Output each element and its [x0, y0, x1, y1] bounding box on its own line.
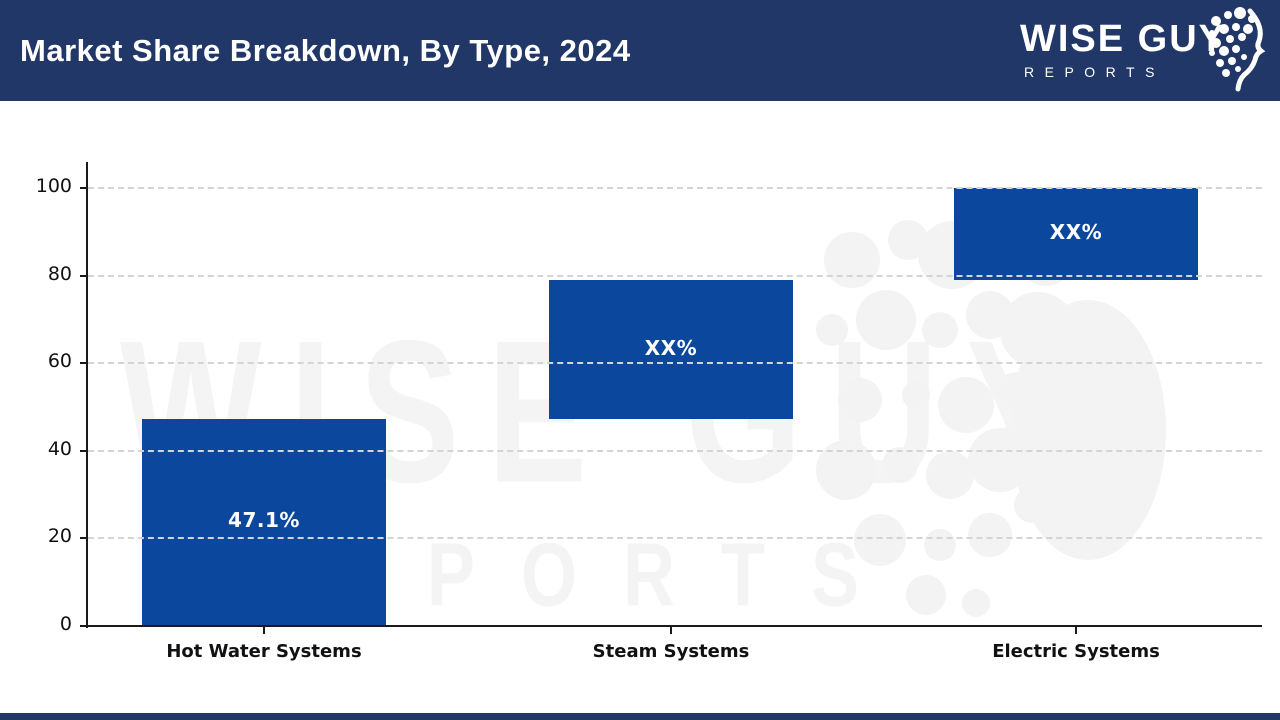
y-tick-label: 40 [47, 437, 72, 460]
bar-segment [142, 419, 386, 626]
y-tick-mark [80, 274, 88, 277]
gridline [88, 449, 1262, 452]
y-tick-mark [80, 187, 88, 189]
gridline [88, 537, 1262, 539]
x-tick-mark [670, 626, 672, 634]
bar-segment [549, 280, 793, 420]
y-tick-label: 20 [47, 525, 72, 547]
wise-guy-reports-logo: WISE GUY REPORTS [1018, 5, 1270, 97]
bar-value-label: XX% [1049, 220, 1103, 245]
category-label: Electric Systems [992, 641, 1160, 662]
logo-graphic: WISE GUY REPORTS [1020, 6, 1266, 91]
x-tick-mark [1075, 626, 1077, 634]
y-axis-spine [86, 162, 88, 628]
y-tick-mark [80, 362, 88, 364]
bar-value-label: 47.1% [228, 508, 300, 533]
category-label: Steam Systems [592, 641, 750, 662]
watermark-head-icon [816, 219, 1166, 617]
logo-subtitle: REPORTS [1024, 64, 1165, 80]
footer-band [0, 713, 1280, 720]
page-title: Market Share Breakdown, By Type, 2024 [20, 32, 631, 68]
gridline [88, 362, 1262, 364]
category-label: Hot Water Systems [166, 641, 362, 662]
bar-value-label: XX% [644, 335, 698, 360]
gridline [88, 187, 1262, 189]
x-axis-spine [86, 624, 1262, 627]
bar-segment [954, 188, 1198, 281]
header-band: Market Share Breakdown, By Type, 2024 WI… [0, 0, 1280, 101]
y-tick-label: 0 [59, 612, 72, 635]
dotted-head-icon [1209, 6, 1266, 91]
gridline [88, 274, 1262, 277]
logo-wordmark: WISE GUY [1020, 18, 1226, 60]
y-tick-mark [80, 537, 88, 539]
y-tick-mark [80, 449, 88, 452]
y-tick-label: 80 [47, 262, 72, 285]
y-tick-mark [80, 624, 88, 627]
y-tick-label: 100 [35, 175, 72, 197]
x-tick-mark [263, 626, 265, 634]
y-tick-label: 60 [47, 350, 72, 372]
